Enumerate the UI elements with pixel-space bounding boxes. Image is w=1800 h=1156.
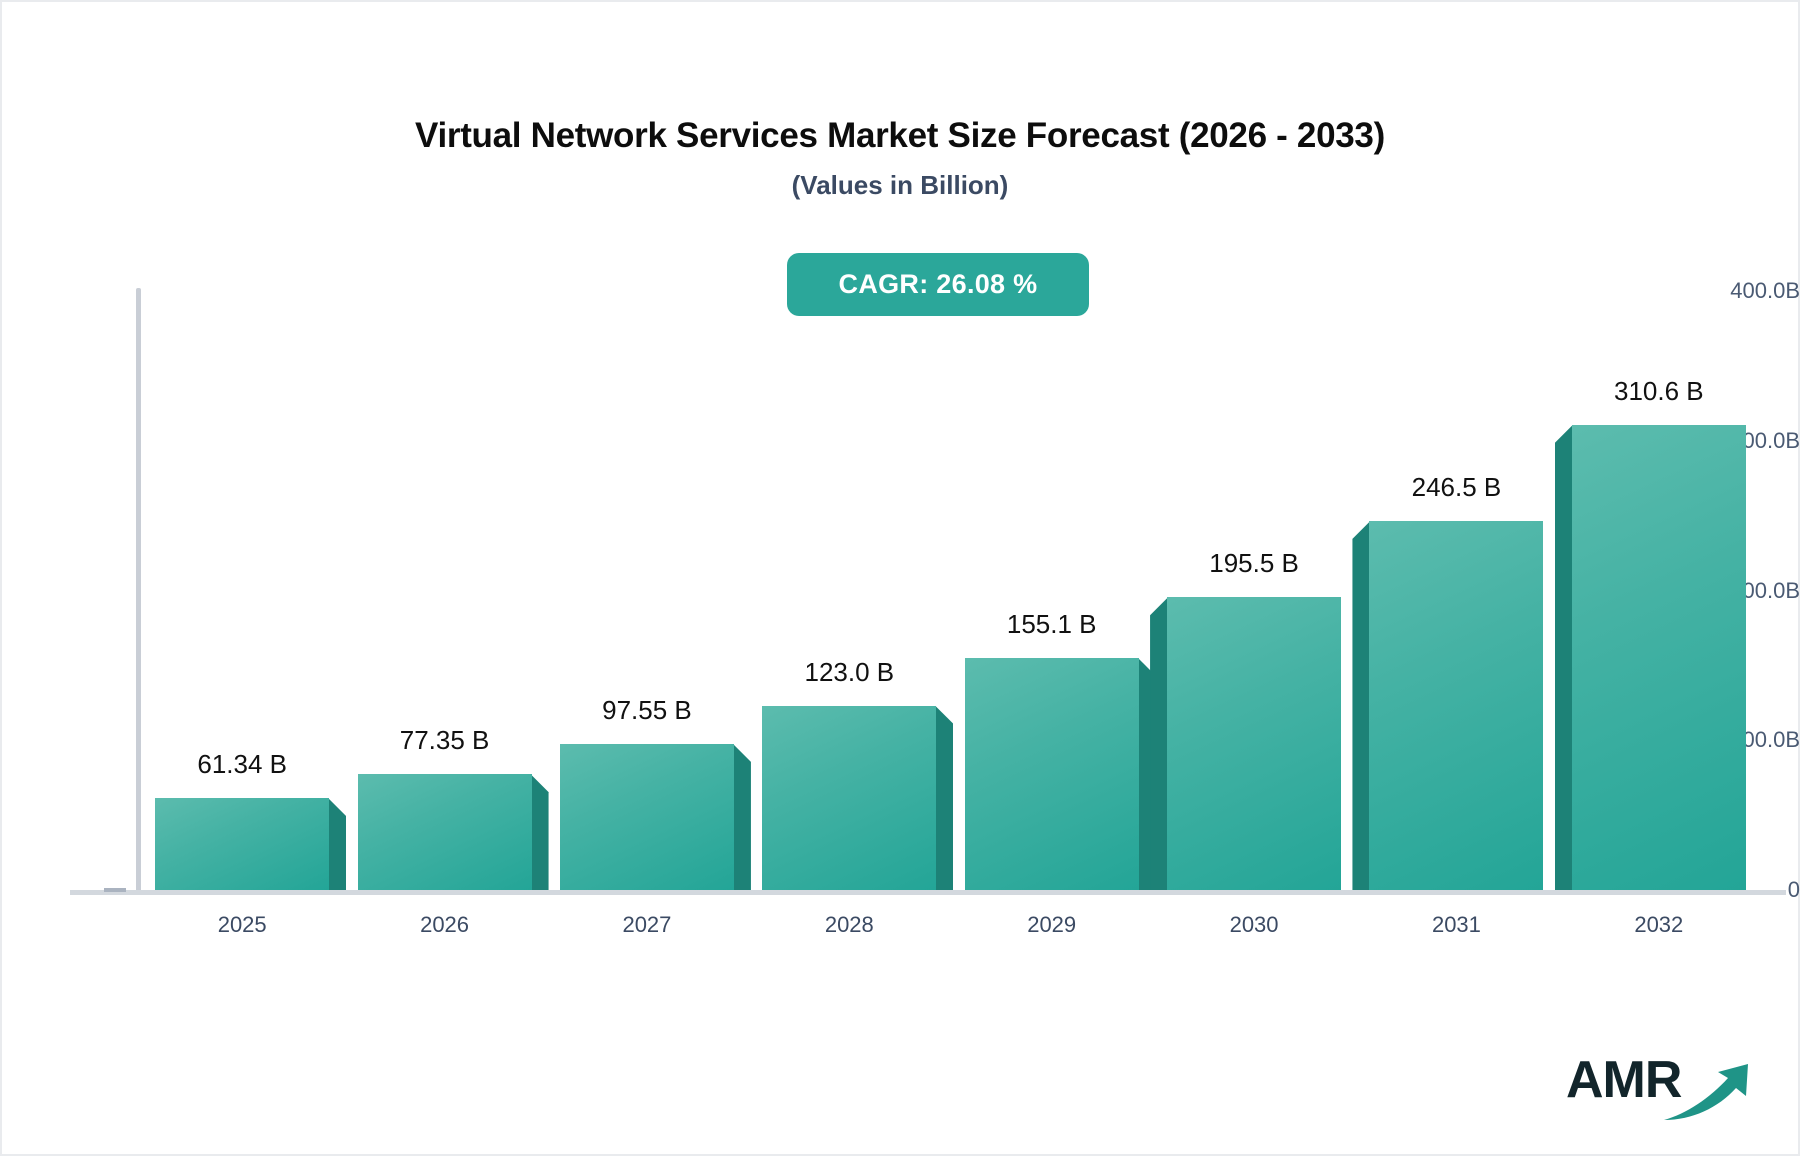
bar-value-label: 246.5 B [1411,471,1502,502]
bar-front-face [762,705,937,890]
bar-value-label: 310.6 B [1613,375,1704,406]
x-tick-label: 2030 [1229,912,1279,937]
y-tick-label: 0 [1787,877,1800,902]
bar-side-face [1150,597,1169,890]
y-axis-line [136,288,141,892]
bar-front-face [357,774,532,890]
bar-front-face [559,743,734,890]
x-tick-label: 2025 [217,912,267,937]
bar-2031[interactable]: 246.5 B [1352,472,1544,890]
bar-side-face [328,798,347,890]
bar-2028[interactable]: 123.0 B [762,657,954,890]
bar-value-label: 195.5 B [1209,548,1299,579]
chart-subtitle: (Values in Billion) [791,170,1009,200]
bar-2032[interactable]: 310.6 B [1554,376,1746,890]
bar-side-face [530,774,549,890]
amr-logo: AMR [1566,1048,1756,1126]
x-axis-line [70,890,1786,895]
cagr-badge: CAGR: 26.08 % [787,253,1089,316]
bar-side-face [1554,424,1573,890]
bar-front-face [964,657,1139,890]
x-tick-label: 2028 [824,912,874,937]
y-axis-zero-tick [104,888,126,892]
bar-value-label: 97.55 B [602,694,692,725]
bar-side-face [732,743,751,890]
bar-side-face [1352,520,1371,890]
bar-value-label: 61.34 B [197,749,288,780]
y-tick-label: 400.0B [1730,278,1800,303]
amr-logo-text: AMR [1566,1051,1682,1109]
bar-2030[interactable]: 195.5 B [1150,548,1342,890]
bar-2027[interactable]: 97.55 B [559,695,751,890]
bar-2026[interactable]: 77.35 B [357,725,549,890]
bar-value-label: 123.0 B [804,656,895,687]
x-tick-label: 2027 [622,912,672,937]
bar-front-face [1369,520,1544,890]
x-tick-label: 2026 [420,912,470,937]
bar-front-face [1167,597,1342,890]
x-tick-label: 2029 [1027,912,1077,937]
x-tick-label: 2032 [1634,912,1684,937]
bar-2025[interactable]: 61.34 B [155,749,347,890]
chart-title: Virtual Network Services Market Size For… [415,116,1385,155]
growth-arrow-icon [1664,1064,1748,1120]
bar-front-face [1571,424,1746,890]
bar-side-face [935,705,954,890]
bar-value-label: 155.1 B [1006,608,1097,639]
bar-2029[interactable]: 155.1 B [964,609,1156,890]
x-tick-label: 2031 [1431,912,1481,937]
bar-value-label: 77.35 B [399,725,490,756]
bar-front-face [155,798,330,890]
